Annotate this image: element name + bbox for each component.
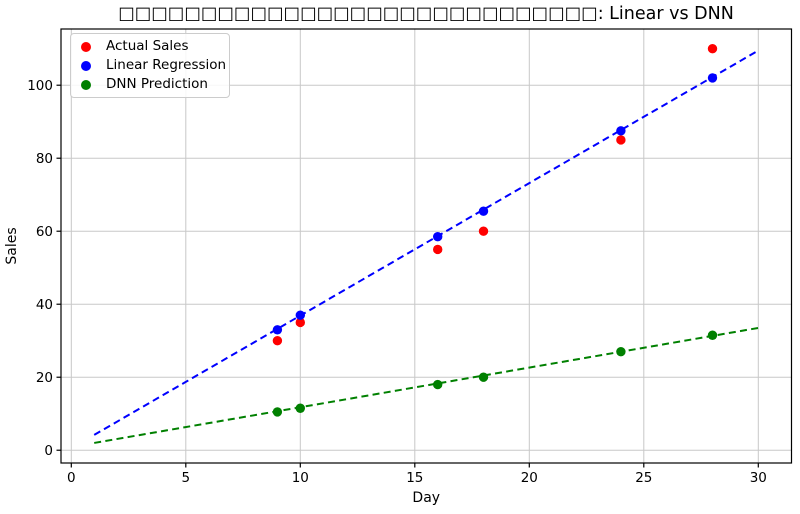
x-tick-label: 25	[635, 470, 652, 486]
legend-marker-green-dot-icon	[81, 79, 91, 90]
y-tick-label: 0	[44, 443, 53, 459]
y-axis-label: Sales	[4, 227, 20, 264]
x-tick-label: 30	[750, 470, 767, 486]
x-tick-label: 0	[67, 470, 76, 486]
point-actual-sales	[432, 244, 443, 255]
legend-marker-blue-dot-icon	[81, 60, 91, 71]
legend-item-actual-sales: Actual Sales	[71, 37, 229, 54]
x-axis-label: Day	[412, 490, 440, 506]
point-dnn-prediction	[478, 372, 489, 382]
axes-frame	[60, 28, 793, 464]
legend-label: DNN Prediction	[106, 75, 208, 92]
legend-label: Actual Sales	[106, 37, 189, 54]
x-tick-label: 20	[521, 470, 538, 486]
legend-label: Linear Regression	[106, 56, 227, 73]
point-actual-sales	[616, 135, 626, 145]
point-actual-sales	[295, 317, 306, 328]
legend-marker-red-dot-icon	[81, 41, 91, 52]
legend-item-dnn-prediction: DNN Prediction	[71, 75, 229, 92]
point-actual-sales	[478, 226, 489, 236]
trendline-dnn-prediction	[94, 326, 759, 444]
y-tick-label: 100	[27, 78, 53, 94]
chart-title-suffix: : Linear vs DNN	[597, 4, 734, 24]
legend: Actual Sales Linear Regression DNN Predi…	[70, 33, 230, 98]
y-tick-label: 20	[36, 370, 53, 386]
y-tick-label: 80	[36, 151, 53, 167]
point-actual-sales	[272, 336, 283, 346]
x-tick-label: 10	[292, 470, 309, 486]
x-tick-label: 5	[182, 470, 191, 486]
chart-title-missing-glyphs: □□□□□□□□□□□□□□□□□□□□□□□□□□□□□	[118, 4, 598, 24]
x-tick-label: 15	[406, 470, 423, 486]
point-actual-sales	[707, 44, 718, 54]
point-linear-regression	[272, 325, 283, 335]
chart-title: □□□□□□□□□□□□□□□□□□□□□□□□□□□□□: Linear vs…	[61, 4, 791, 24]
y-tick-label: 40	[36, 297, 53, 313]
trendline-linear-regression	[93, 49, 759, 436]
y-tick-label: 60	[36, 224, 53, 240]
legend-item-linear-regression: Linear Regression	[71, 56, 229, 73]
